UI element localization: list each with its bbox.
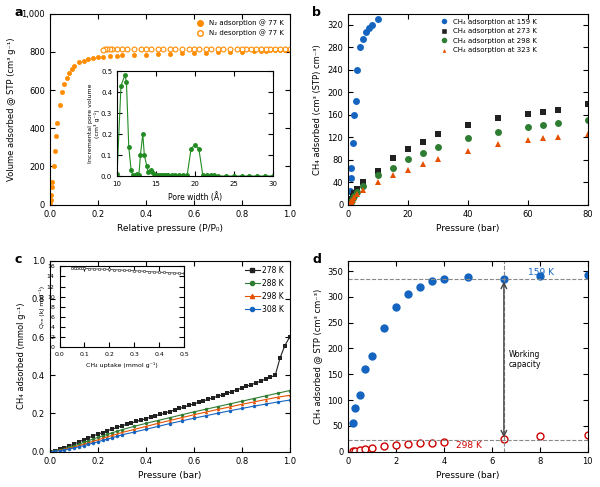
Text: Working
capacity: Working capacity [509,350,541,369]
Text: b: b [312,6,321,19]
Text: 298 K: 298 K [456,441,482,450]
Text: c: c [14,253,22,266]
X-axis label: Relative pressure (P/P₀): Relative pressure (P/P₀) [117,224,223,233]
Text: a: a [14,6,23,19]
X-axis label: Pressure (bar): Pressure (bar) [436,224,500,233]
Y-axis label: CH₄ adsorbed @ STP (cm³ cm⁻³): CH₄ adsorbed @ STP (cm³ cm⁻³) [313,289,322,424]
Y-axis label: CH₄ adsorbed (cm³ (STP) cm⁻³): CH₄ adsorbed (cm³ (STP) cm⁻³) [313,44,322,175]
Y-axis label: Volume adsorbed @ STP (cm³ g⁻¹): Volume adsorbed @ STP (cm³ g⁻¹) [7,37,16,181]
X-axis label: Pressure (bar): Pressure (bar) [138,471,202,480]
Text: 159 K: 159 K [528,268,554,277]
Y-axis label: CH₄ adsorbed (mmol g⁻¹): CH₄ adsorbed (mmol g⁻¹) [17,303,26,410]
Legend: N₂ adsorption @ 77 K, N₂ desorption @ 77 K: N₂ adsorption @ 77 K, N₂ desorption @ 77… [191,17,286,38]
X-axis label: Pressure (bar): Pressure (bar) [436,471,500,480]
Text: d: d [312,253,321,266]
Legend: 278 K, 288 K, 298 K, 308 K: 278 K, 288 K, 298 K, 308 K [243,264,286,315]
Legend: CH₄ adsorption at 159 K, CH₄ adsorption at 273 K, CH₄ adsorption at 298 K, CH₄ a: CH₄ adsorption at 159 K, CH₄ adsorption … [436,17,538,55]
